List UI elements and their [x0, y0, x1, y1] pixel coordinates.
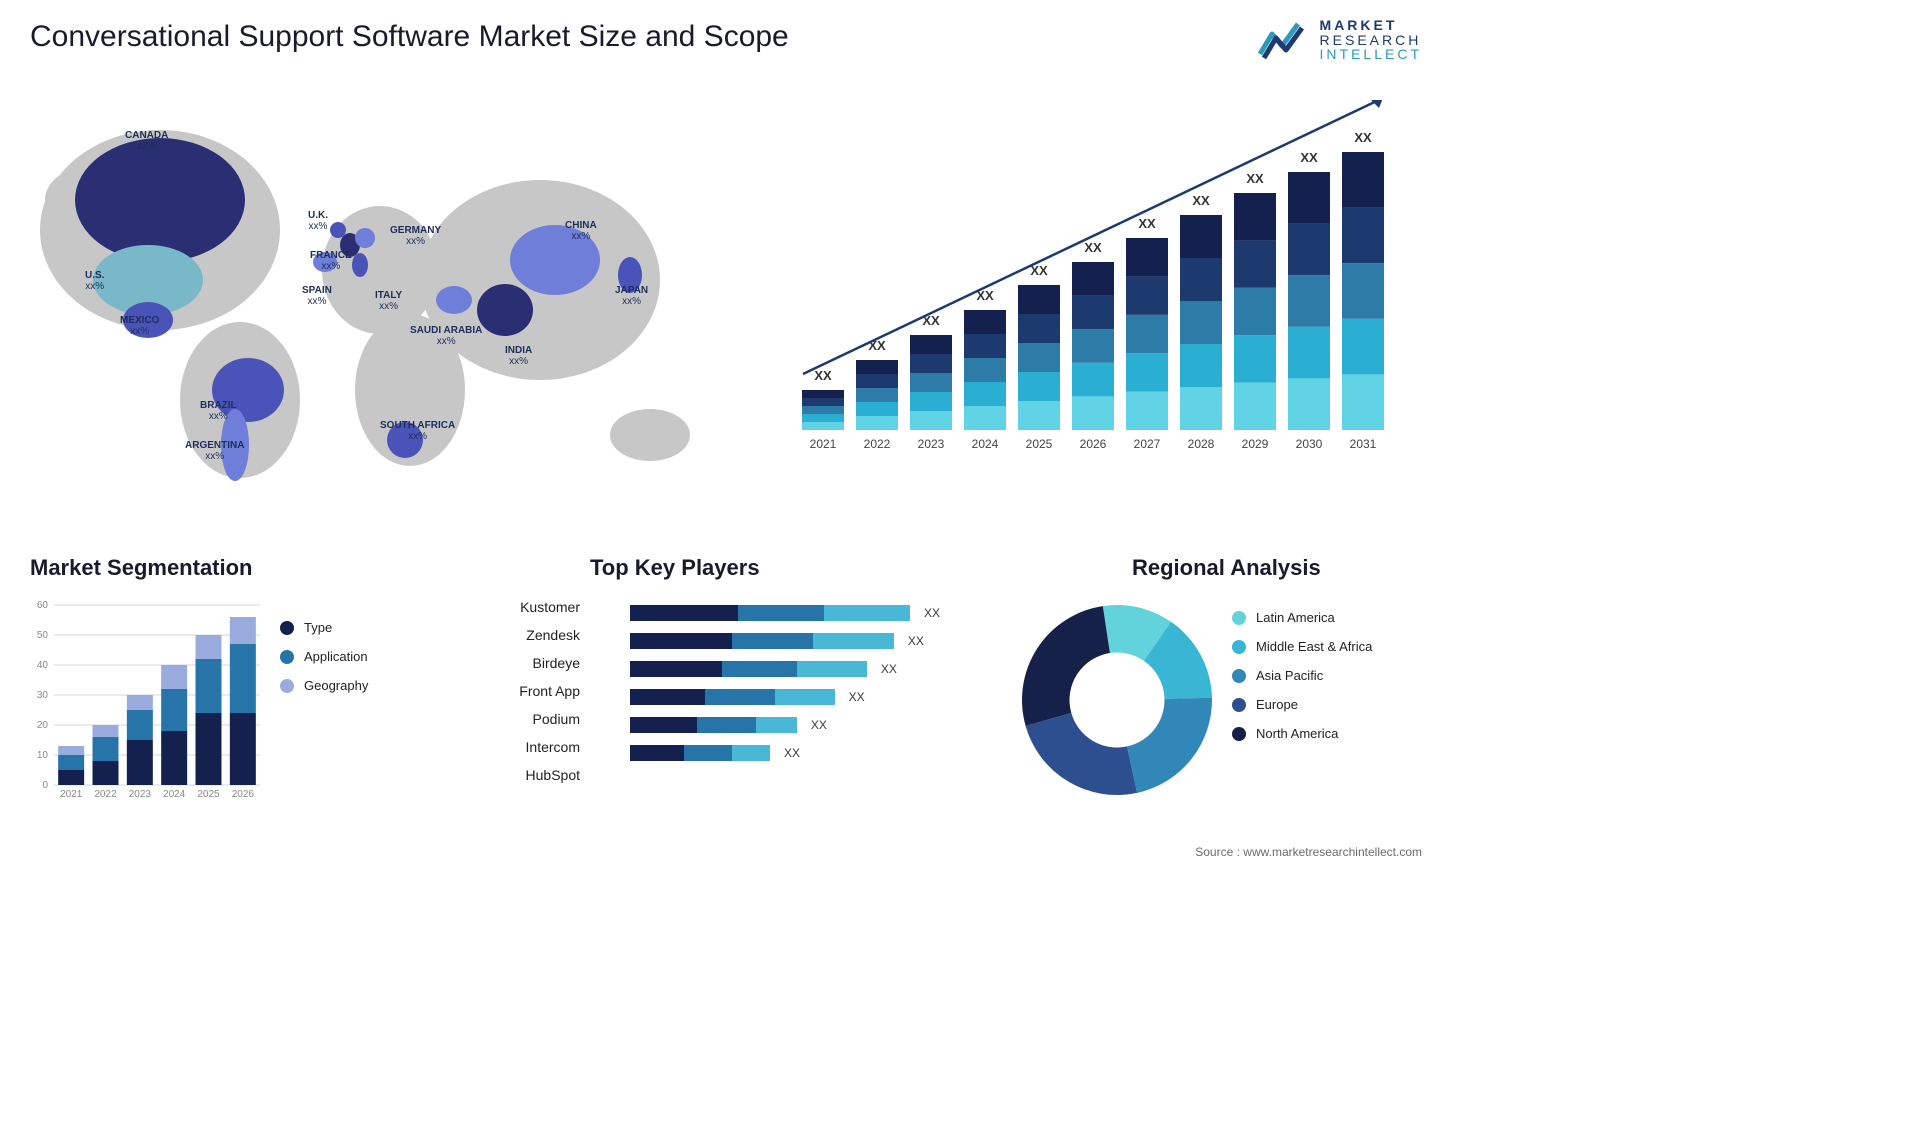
map-country-label: SAUDI ARABIAxx% [410, 325, 482, 347]
forecast-chart: XX 2021 XX 2022 XX 2023 XX 2024 XX 2025 XX 2026 XX 20… [792, 100, 1412, 470]
regional-legend: Latin America Middle East & Africa Asia Pa… [1232, 610, 1372, 755]
svg-text:XX: XX [1300, 150, 1318, 165]
legend-item: Latin America [1232, 610, 1372, 625]
svg-text:30: 30 [37, 690, 49, 701]
map-country-label: INDIAxx% [505, 345, 532, 367]
key-player-name: Birdeye [470, 649, 580, 677]
svg-text:2024: 2024 [163, 789, 186, 800]
key-player-bar: XX [630, 683, 950, 711]
svg-text:2031: 2031 [1350, 437, 1377, 451]
svg-text:XX: XX [1192, 193, 1210, 208]
svg-text:XX: XX [1246, 171, 1264, 186]
legend-item: Type [280, 620, 368, 635]
svg-text:50: 50 [37, 630, 49, 641]
svg-text:2023: 2023 [129, 789, 152, 800]
map-country-label: FRANCExx% [310, 250, 352, 272]
map-country-label: CHINAxx% [565, 220, 597, 242]
svg-text:2024: 2024 [972, 437, 999, 451]
svg-text:60: 60 [37, 600, 49, 611]
svg-text:20: 20 [37, 720, 49, 731]
map-country-label: MEXICOxx% [120, 315, 159, 337]
svg-text:2027: 2027 [1134, 437, 1161, 451]
logo-mark-icon [1258, 20, 1312, 60]
map-country-label: ITALYxx% [375, 290, 402, 312]
svg-text:2028: 2028 [1188, 437, 1215, 451]
segmentation-title: Market Segmentation [30, 555, 253, 581]
key-players-list: KustomerZendeskBirdeyeFront AppPodiumInt… [470, 593, 580, 789]
key-player-bar: XX [630, 627, 950, 655]
key-player-bar: XX [630, 599, 950, 627]
svg-text:2026: 2026 [1080, 437, 1107, 451]
brand-logo: MARKET RESEARCH INTELLECT [1258, 18, 1422, 62]
key-player-name: Front App [470, 677, 580, 705]
key-players-title: Top Key Players [590, 555, 760, 581]
map-country-label: CANADAxx% [125, 130, 168, 152]
map-country-label: GERMANYxx% [390, 225, 441, 247]
key-player-name: Kustomer [470, 593, 580, 621]
logo-text: MARKET RESEARCH INTELLECT [1320, 18, 1422, 62]
svg-text:XX: XX [1354, 130, 1372, 145]
map-country-label: U.S.xx% [85, 270, 104, 292]
svg-text:XX: XX [1084, 240, 1102, 255]
key-players-bars: XXXXXXXXXXXX [630, 599, 950, 767]
key-player-name: Intercom [470, 733, 580, 761]
svg-text:XX: XX [814, 368, 832, 383]
svg-text:40: 40 [37, 660, 49, 671]
key-player-name: HubSpot [470, 761, 580, 789]
svg-text:2025: 2025 [197, 789, 220, 800]
legend-item: Asia Pacific [1232, 668, 1372, 683]
key-player-bar: XX [630, 739, 950, 767]
legend-item: Geography [280, 678, 368, 693]
world-map-panel: CANADAxx% U.S.xx% MEXICOxx% BRAZILxx% ARGENT… [30, 90, 710, 490]
segmentation-panel: Market Segmentation 0 10 20 30 40 50 60 2021 202… [0, 555, 430, 815]
map-country-label: JAPANxx% [615, 285, 648, 307]
key-player-name: Podium [470, 705, 580, 733]
key-player-bar: XX [630, 655, 950, 683]
map-country-label: U.K.xx% [308, 210, 328, 232]
svg-text:2029: 2029 [1242, 437, 1269, 451]
map-country-label: BRAZILxx% [200, 400, 237, 422]
key-player-bar: XX [630, 711, 950, 739]
legend-item: Europe [1232, 697, 1372, 712]
map-country-label: SPAINxx% [302, 285, 332, 307]
legend-item: North America [1232, 726, 1372, 741]
svg-text:0: 0 [42, 780, 48, 791]
map-country-label: SOUTH AFRICAxx% [380, 420, 455, 442]
map-country-label: ARGENTINAxx% [185, 440, 244, 462]
source-attribution: Source : www.marketresearchintellect.com [1195, 845, 1422, 859]
svg-text:XX: XX [1138, 216, 1156, 231]
key-player-name: Zendesk [470, 621, 580, 649]
regional-title: Regional Analysis [1132, 555, 1321, 581]
page-title: Conversational Support Software Market S… [30, 20, 789, 54]
svg-text:2025: 2025 [1026, 437, 1053, 451]
svg-text:2021: 2021 [60, 789, 83, 800]
svg-text:2023: 2023 [918, 437, 945, 451]
svg-text:2021: 2021 [810, 437, 837, 451]
svg-text:2030: 2030 [1296, 437, 1323, 451]
legend-item: Application [280, 649, 368, 664]
svg-text:2026: 2026 [232, 789, 255, 800]
svg-text:2022: 2022 [94, 789, 117, 800]
svg-text:XX: XX [868, 338, 886, 353]
regional-panel: Regional Analysis Latin America Middle Ea… [1012, 555, 1452, 815]
svg-text:10: 10 [37, 750, 49, 761]
key-players-panel: Top Key Players KustomerZendeskBirdeyeFr… [460, 555, 990, 815]
legend-item: Middle East & Africa [1232, 639, 1372, 654]
segmentation-legend: Type Application Geography [280, 620, 368, 707]
svg-text:2022: 2022 [864, 437, 891, 451]
